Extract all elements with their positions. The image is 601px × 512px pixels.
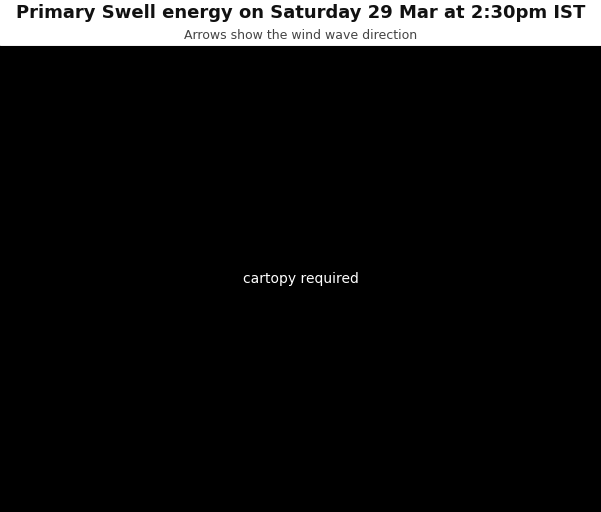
Text: Primary Swell energy on Saturday 29 Mar at 2:30pm IST: Primary Swell energy on Saturday 29 Mar … (16, 4, 585, 22)
Text: Arrows show the wind wave direction: Arrows show the wind wave direction (184, 30, 417, 42)
Text: cartopy required: cartopy required (243, 272, 358, 286)
